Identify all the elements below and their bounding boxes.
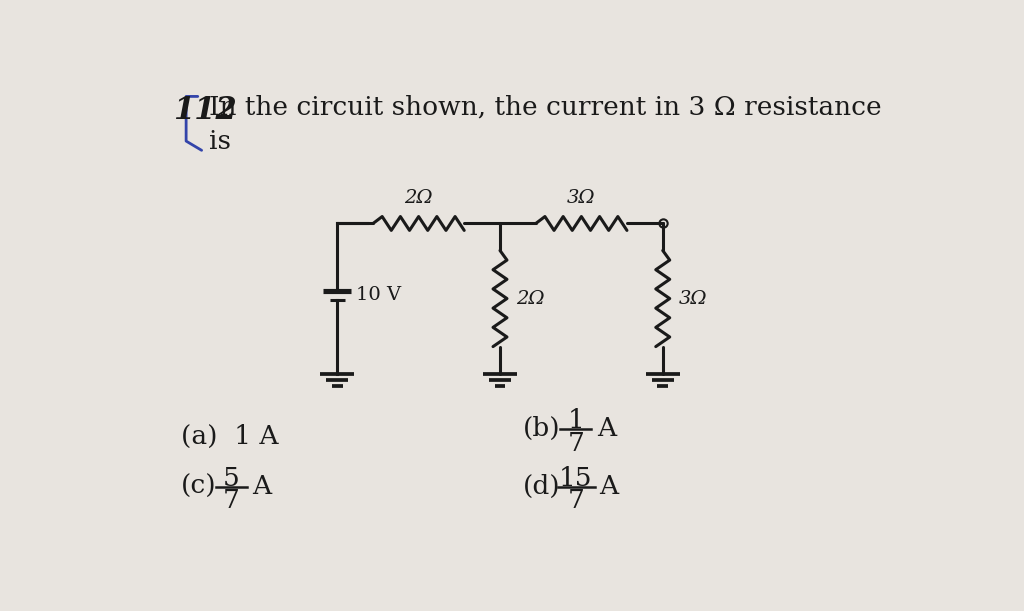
Text: is: is: [209, 129, 231, 154]
Text: 1: 1: [567, 408, 585, 433]
Text: 7: 7: [567, 431, 585, 456]
Text: 2Ω: 2Ω: [516, 290, 545, 307]
Text: 3Ω: 3Ω: [679, 290, 708, 307]
Text: 7: 7: [222, 488, 240, 513]
Text: 2Ω: 2Ω: [404, 189, 433, 207]
Text: 10 V: 10 V: [356, 287, 401, 304]
Text: 7: 7: [567, 488, 585, 513]
Text: 112: 112: [173, 95, 237, 126]
Text: 5: 5: [222, 466, 240, 491]
Text: (b): (b): [523, 416, 561, 441]
Text: A: A: [597, 416, 616, 441]
Text: 3Ω: 3Ω: [567, 189, 596, 207]
Text: In the circuit shown, the current in 3 Ω resistance: In the circuit shown, the current in 3 Ω…: [209, 95, 882, 120]
Text: (d): (d): [523, 474, 561, 499]
Text: A: A: [599, 474, 618, 499]
Text: A: A: [252, 474, 271, 499]
Text: (c): (c): [180, 474, 216, 499]
Text: (a)  1 A: (a) 1 A: [180, 423, 279, 448]
Text: 15: 15: [559, 466, 593, 491]
